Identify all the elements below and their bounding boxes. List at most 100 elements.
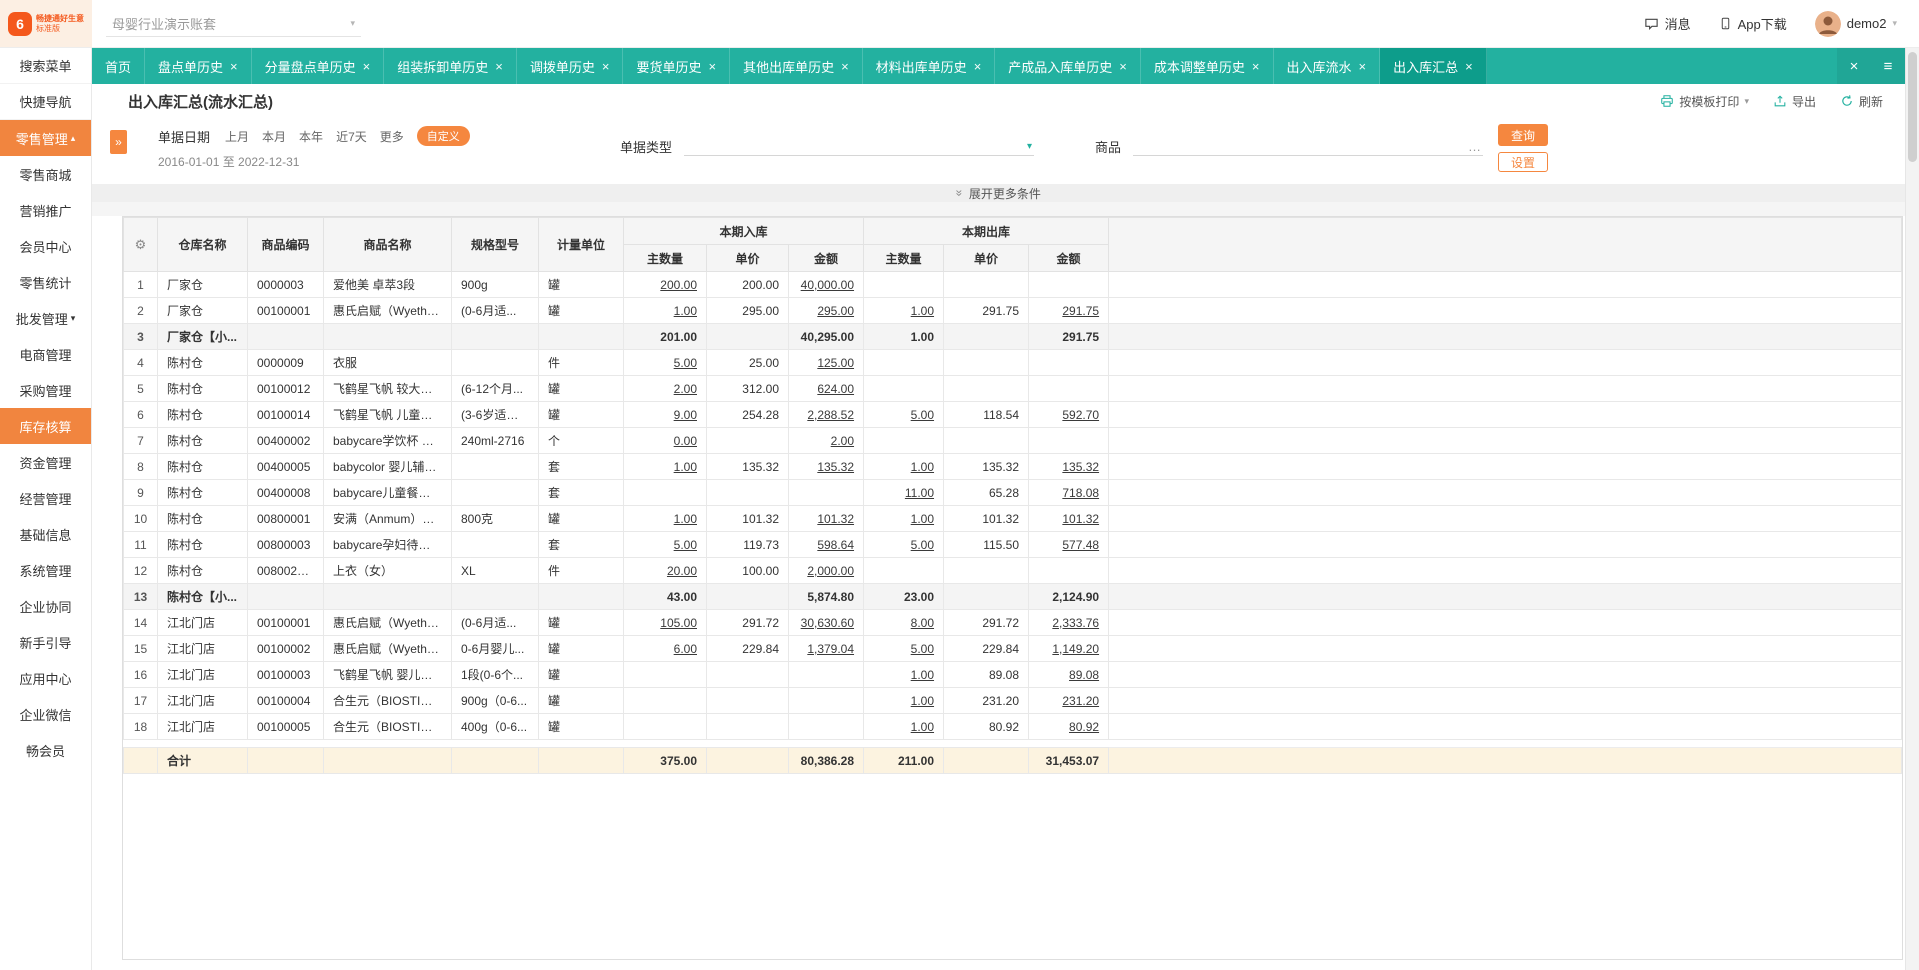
drill-down-link[interactable]: 80.92 (1069, 719, 1100, 734)
table-row[interactable]: 7 陈村仓 00400002 babycare学饮杯 儿童... 240ml-2716 个… (123, 427, 1902, 454)
sidebar-item-营销推广[interactable]: 营销推广 (0, 192, 91, 228)
col-out-qty[interactable]: 主数量 (863, 244, 945, 272)
sidebar-item-库存核算[interactable]: 库存核算 (0, 408, 91, 444)
sidebar-item-零售商城[interactable]: 零售商城 (0, 156, 91, 192)
tab-盘点单历史[interactable]: 盘点单历史 × (145, 48, 252, 84)
table-row[interactable]: 8 陈村仓 00400005 babycolor 婴儿辅食机... 套 1.00 135.3… (123, 453, 1902, 480)
tab-出入库汇总[interactable]: 出入库汇总 × (1380, 48, 1487, 84)
app-download-button[interactable]: App下载 (1719, 14, 1787, 33)
col-out-amount[interactable]: 金额 (1028, 244, 1110, 272)
drill-down-link[interactable]: 1.00 (673, 459, 697, 474)
drill-down-link[interactable]: 5.00 (910, 407, 935, 422)
sidebar-item-电商管理[interactable]: 电商管理 (0, 336, 91, 372)
drill-down-link[interactable]: 592.70 (1062, 407, 1100, 422)
table-row[interactable]: 18 江北门店 00100005 合生元（BIOSTIME）... 400g（0-6..… (123, 713, 1902, 740)
doc-type-select[interactable]: ▾ (684, 134, 1035, 156)
messages-button[interactable]: 消息 (1644, 14, 1691, 33)
settings-button[interactable]: 设置 (1498, 152, 1548, 172)
tab-出入库流水[interactable]: 出入库流水 × (1274, 48, 1381, 84)
drill-down-link[interactable]: 1.00 (910, 667, 935, 682)
drill-down-link[interactable]: 5.00 (673, 537, 697, 552)
col-unit[interactable]: 计量单位 (538, 217, 624, 272)
tab-close-icon[interactable]: × (601, 58, 610, 74)
column-settings-header[interactable]: ⚙ (123, 217, 158, 272)
table-row[interactable]: 14 江北门店 00100001 惠氏启赋（Wyeth illu... (0-6月适..… (123, 609, 1902, 636)
sidebar-item-新手引导[interactable]: 新手引导 (0, 624, 91, 660)
tab-close-icon[interactable]: × (1358, 58, 1367, 74)
subtotal-row[interactable]: 3 厂家仓【小... 201.00 40,295.00 1.00 291.75 (123, 323, 1902, 350)
sidebar-item-基础信息[interactable]: 基础信息 (0, 516, 91, 552)
drill-down-link[interactable]: 8.00 (910, 615, 935, 630)
drill-down-link[interactable]: 6.00 (673, 641, 697, 656)
drill-down-link[interactable]: 5.00 (673, 355, 697, 370)
tab-组装拆卸单历史[interactable]: 组装拆卸单历史 × (384, 48, 517, 84)
table-row[interactable]: 6 陈村仓 00100014 飞鹤星飞帆 儿童奶粉 4... (3-6岁适用)... 罐 9… (123, 401, 1902, 428)
tab-close-icon[interactable]: × (1465, 58, 1473, 74)
drill-down-link[interactable]: 1,379.04 (807, 641, 855, 656)
date-option-更多[interactable]: 更多 (379, 129, 404, 144)
sidebar-item-采购管理[interactable]: 采购管理 (0, 372, 91, 408)
col-code[interactable]: 商品编码 (247, 217, 324, 272)
tab-close-icon[interactable]: × (973, 58, 982, 74)
tab-close-icon[interactable]: × (708, 58, 717, 74)
tab-分量盘点单历史[interactable]: 分量盘点单历史 × (252, 48, 385, 84)
drill-down-link[interactable]: 1,149.20 (1052, 641, 1100, 656)
sidebar-item-经营管理[interactable]: 经营管理 (0, 480, 91, 516)
date-option-近7天[interactable]: 近7天 (336, 129, 367, 144)
expand-more-bar[interactable]: » 展开更多条件 (92, 184, 1905, 202)
drill-down-link[interactable]: 1.00 (910, 719, 935, 734)
col-in-qty[interactable]: 主数量 (623, 244, 707, 272)
drill-down-link[interactable]: 231.20 (1062, 693, 1100, 708)
drill-down-link[interactable]: 40,000.00 (800, 277, 855, 292)
drill-down-link[interactable]: 718.08 (1062, 485, 1100, 500)
col-in-price[interactable]: 单价 (706, 244, 789, 272)
col-name[interactable]: 商品名称 (323, 217, 452, 272)
drill-down-link[interactable]: 135.32 (817, 459, 855, 474)
drill-down-link[interactable]: 577.48 (1062, 537, 1100, 552)
date-option-本年[interactable]: 本年 (299, 129, 324, 144)
drill-down-link[interactable]: 101.32 (1062, 511, 1100, 526)
drill-down-link[interactable]: 1.00 (910, 459, 935, 474)
collapse-filter-button[interactable]: » (110, 130, 127, 154)
drill-down-link[interactable]: 20.00 (666, 563, 697, 578)
table-row[interactable]: 15 江北门店 00100002 惠氏启赋（Wyeth illu... 0-6月婴儿..… (123, 635, 1902, 662)
col-in-amount[interactable]: 金额 (787, 244, 865, 272)
drill-down-link[interactable]: 295.00 (817, 303, 855, 318)
tab-close-icon[interactable]: × (495, 58, 503, 74)
drill-down-link[interactable]: 624.00 (817, 381, 855, 396)
sidebar-item-批发管理[interactable]: 批发管理 ▾ (0, 300, 91, 336)
sidebar-item-畅会员[interactable]: 畅会员 (0, 732, 91, 768)
sidebar-item-系统管理[interactable]: 系统管理 (0, 552, 91, 588)
drill-down-link[interactable]: 200.00 (660, 277, 697, 292)
tab-成本调整单历史[interactable]: 成本调整单历史 × (1141, 48, 1274, 84)
table-row[interactable]: 2 厂家仓 00100001 惠氏启赋（Wyeth illu... (0-6月适... 罐… (123, 297, 1902, 324)
drill-down-link[interactable]: 11.00 (904, 485, 935, 500)
drill-down-link[interactable]: 1.00 (673, 303, 697, 318)
drill-down-link[interactable]: 2.00 (673, 381, 697, 396)
table-row[interactable]: 9 陈村仓 00400008 babycare儿童餐具 婴... 套 11.00 65.28… (123, 479, 1902, 506)
drill-down-link[interactable]: 1.00 (673, 511, 697, 526)
tab-产成品入库单历史[interactable]: 产成品入库单历史 × (995, 48, 1141, 84)
date-option-本月[interactable]: 本月 (262, 129, 287, 144)
drill-down-link[interactable]: 291.75 (1062, 303, 1100, 318)
table-row[interactable]: 12 陈村仓 008002000... 上衣（女） XL 件 20.00 100.00 2,00… (123, 557, 1902, 584)
export-button[interactable]: 导出 (1773, 93, 1816, 110)
col-out-price[interactable]: 单价 (943, 244, 1030, 272)
custom-date-button[interactable]: 自定义 (416, 126, 470, 146)
page-scrollbar[interactable] (1905, 48, 1919, 970)
drill-down-link[interactable]: 5.00 (910, 537, 935, 552)
app-logo[interactable]: 6 畅捷通好生意 标准版 (0, 0, 92, 47)
sidebar-item-企业微信[interactable]: 企业微信 (0, 696, 91, 732)
col-spec[interactable]: 规格型号 (451, 217, 539, 272)
scrollbar-thumb[interactable] (1908, 52, 1917, 162)
table-row[interactable]: 17 江北门店 00100004 合生元（BIOSTIME）... 900g（0-6..… (123, 687, 1902, 714)
sidebar-item-快捷导航[interactable]: 快捷导航 (0, 84, 91, 120)
drill-down-link[interactable]: 125.00 (817, 355, 855, 370)
drill-down-link[interactable]: 2,000.00 (807, 563, 855, 578)
print-by-template-button[interactable]: 按模板打印 ▾ (1660, 93, 1749, 110)
date-option-上月[interactable]: 上月 (225, 129, 250, 144)
drill-down-link[interactable]: 1.00 (910, 511, 935, 526)
tab-close-icon[interactable]: × (841, 58, 849, 74)
